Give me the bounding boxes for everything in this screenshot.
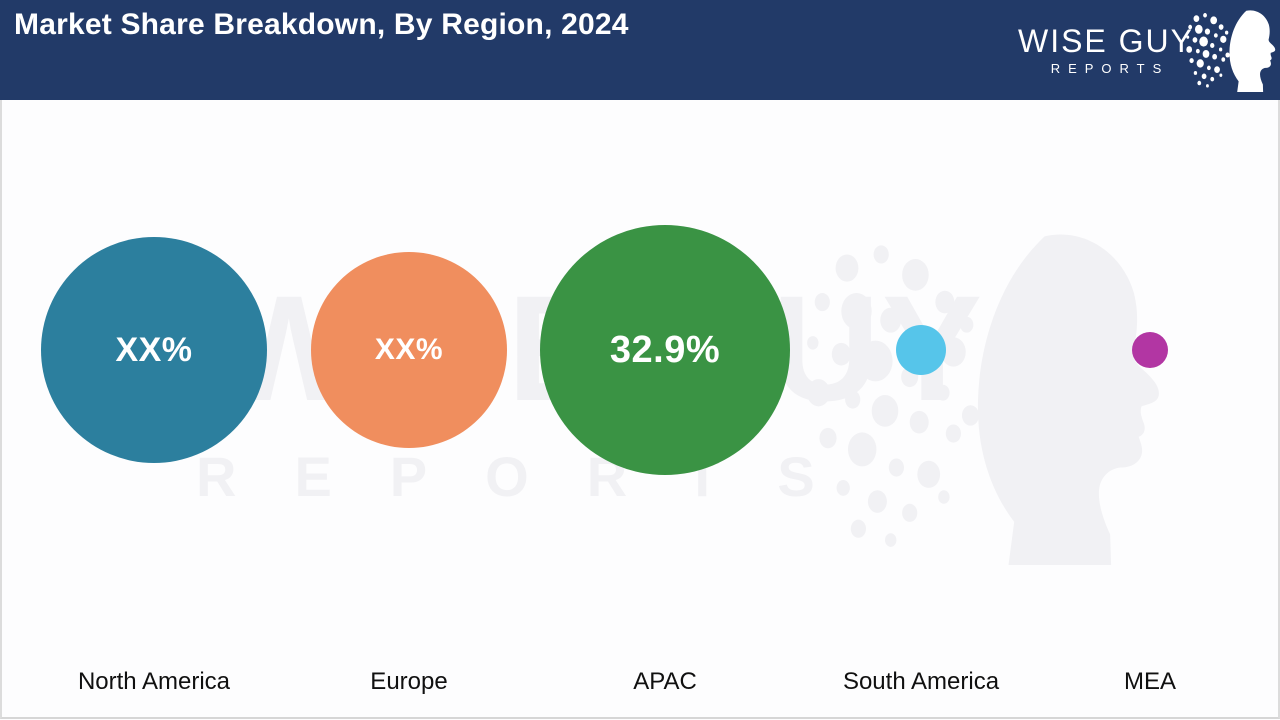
region-label: North America bbox=[77, 668, 231, 695]
region-label: APAC bbox=[633, 668, 697, 695]
brand-logo-text: WISE GUY REPORTS bbox=[1018, 24, 1194, 76]
bubble-value: XX% bbox=[374, 333, 444, 366]
region-bubble: XX% bbox=[311, 252, 507, 448]
header: Market Share Breakdown, By Region, 2024 … bbox=[0, 0, 1280, 100]
bubble-value: XX% bbox=[115, 330, 193, 369]
brand-logo: WISE GUY REPORTS bbox=[1018, 6, 1278, 94]
region-label: Europe bbox=[370, 668, 448, 695]
region-bubble bbox=[896, 325, 946, 375]
brand-head-icon bbox=[1186, 10, 1276, 92]
bubble-value: 32.9% bbox=[609, 328, 721, 371]
region-label: MEA bbox=[1123, 668, 1177, 695]
page-title: Market Share Breakdown, By Region, 2024 bbox=[14, 8, 629, 41]
region-bubble bbox=[1132, 332, 1168, 368]
region-bubble: 32.9% bbox=[540, 225, 790, 475]
brand-subtitle: REPORTS bbox=[1050, 61, 1170, 76]
brand-wordmark: WISE GUY bbox=[1017, 23, 1194, 59]
region-bubble: XX% bbox=[41, 237, 267, 463]
region-label: South America bbox=[842, 668, 1000, 695]
